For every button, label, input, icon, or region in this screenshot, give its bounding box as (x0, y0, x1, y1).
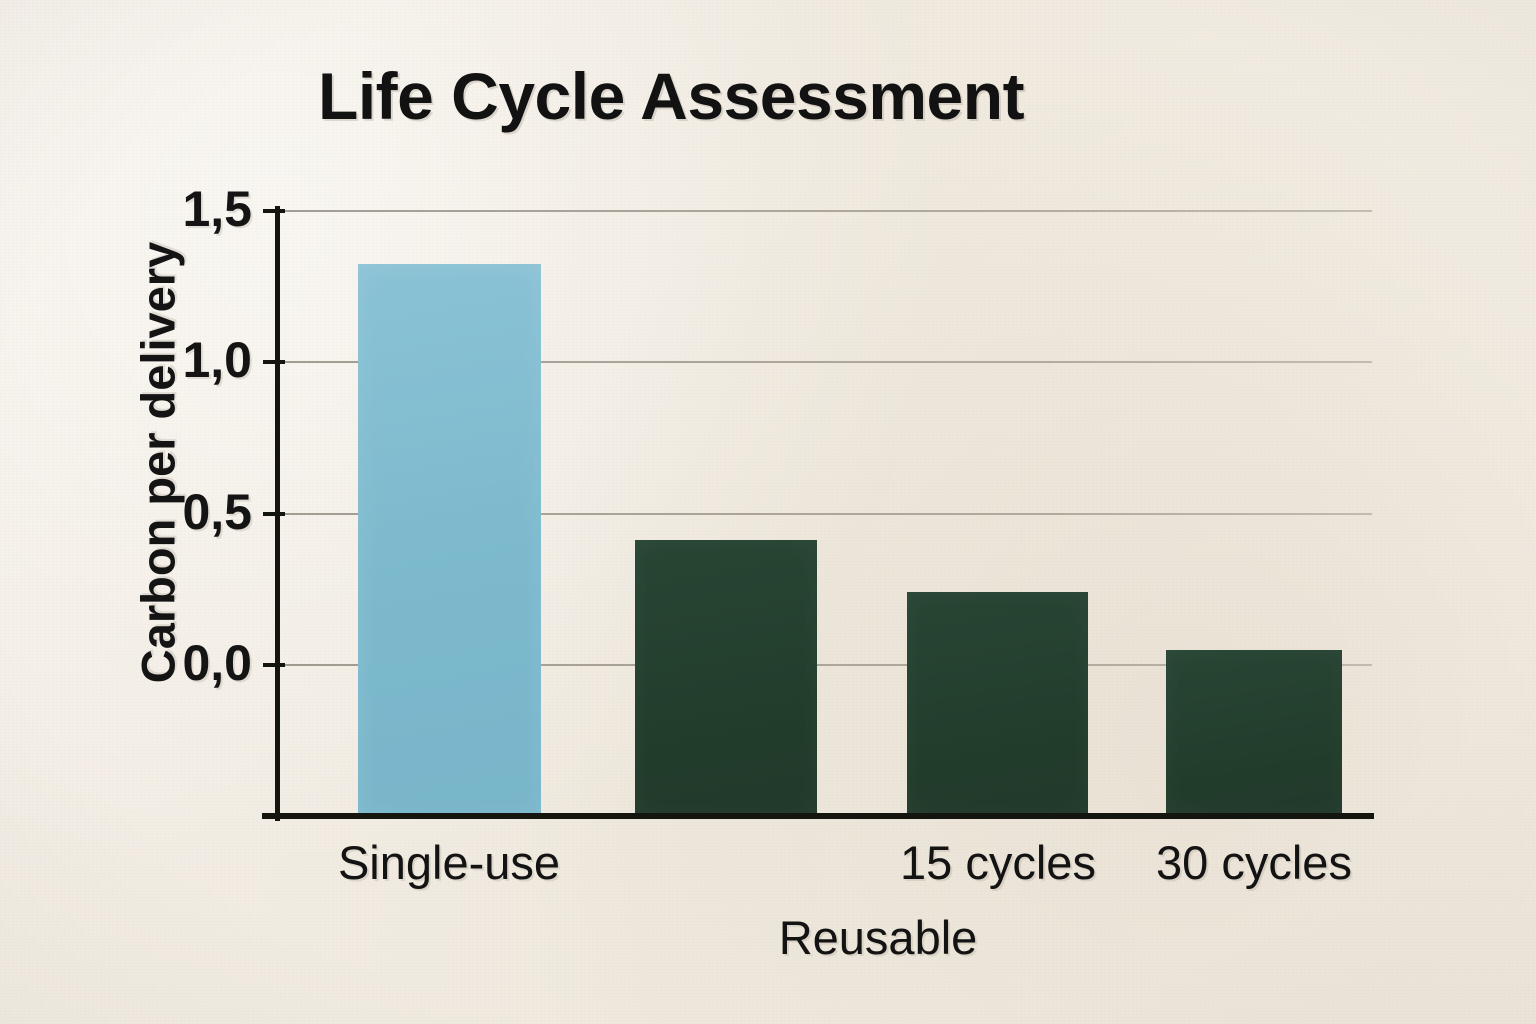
xtick-label-30-cycles: 30 cycles (1156, 836, 1352, 889)
bar-single-use[interactable] (358, 264, 541, 817)
plot-area: 1,5 1,0 0,5 0,0 Carbon per delivery Sing… (132, 181, 1374, 964)
ytick-label-0-5: 0,5 (182, 484, 252, 540)
xtick-label-single-use: Single-use (337, 836, 561, 889)
y-axis-spine (275, 206, 280, 821)
chart-title: Life Cycle Assessment (318, 59, 1025, 133)
tick-0-5 (263, 512, 285, 516)
xtick-label-15-cycles: 15 cycles (900, 836, 1096, 889)
bar-reusable-15-cycles[interactable] (907, 592, 1088, 817)
tick-1-5 (263, 209, 285, 213)
y-axis-label: Carbon per delivery (131, 241, 185, 684)
ytick-label-1-5: 1,5 (182, 181, 252, 237)
tick-1-0 (263, 360, 285, 364)
x-axis-spine (262, 813, 1374, 819)
ytick-label-1-0: 1,0 (182, 332, 252, 388)
x-axis-label: Reusable (778, 911, 978, 964)
ytick-label-0-0: 0,0 (182, 635, 252, 691)
gridline-0-5 (278, 513, 1372, 515)
gridline-0-0 (278, 664, 1372, 666)
bar-reusable-baseline[interactable] (635, 540, 817, 817)
bar-reusable-30-cycles[interactable] (1166, 650, 1342, 817)
gridline-1-5 (278, 210, 1372, 212)
tick-0-0 (263, 663, 285, 667)
gridline-1-0 (278, 361, 1372, 363)
